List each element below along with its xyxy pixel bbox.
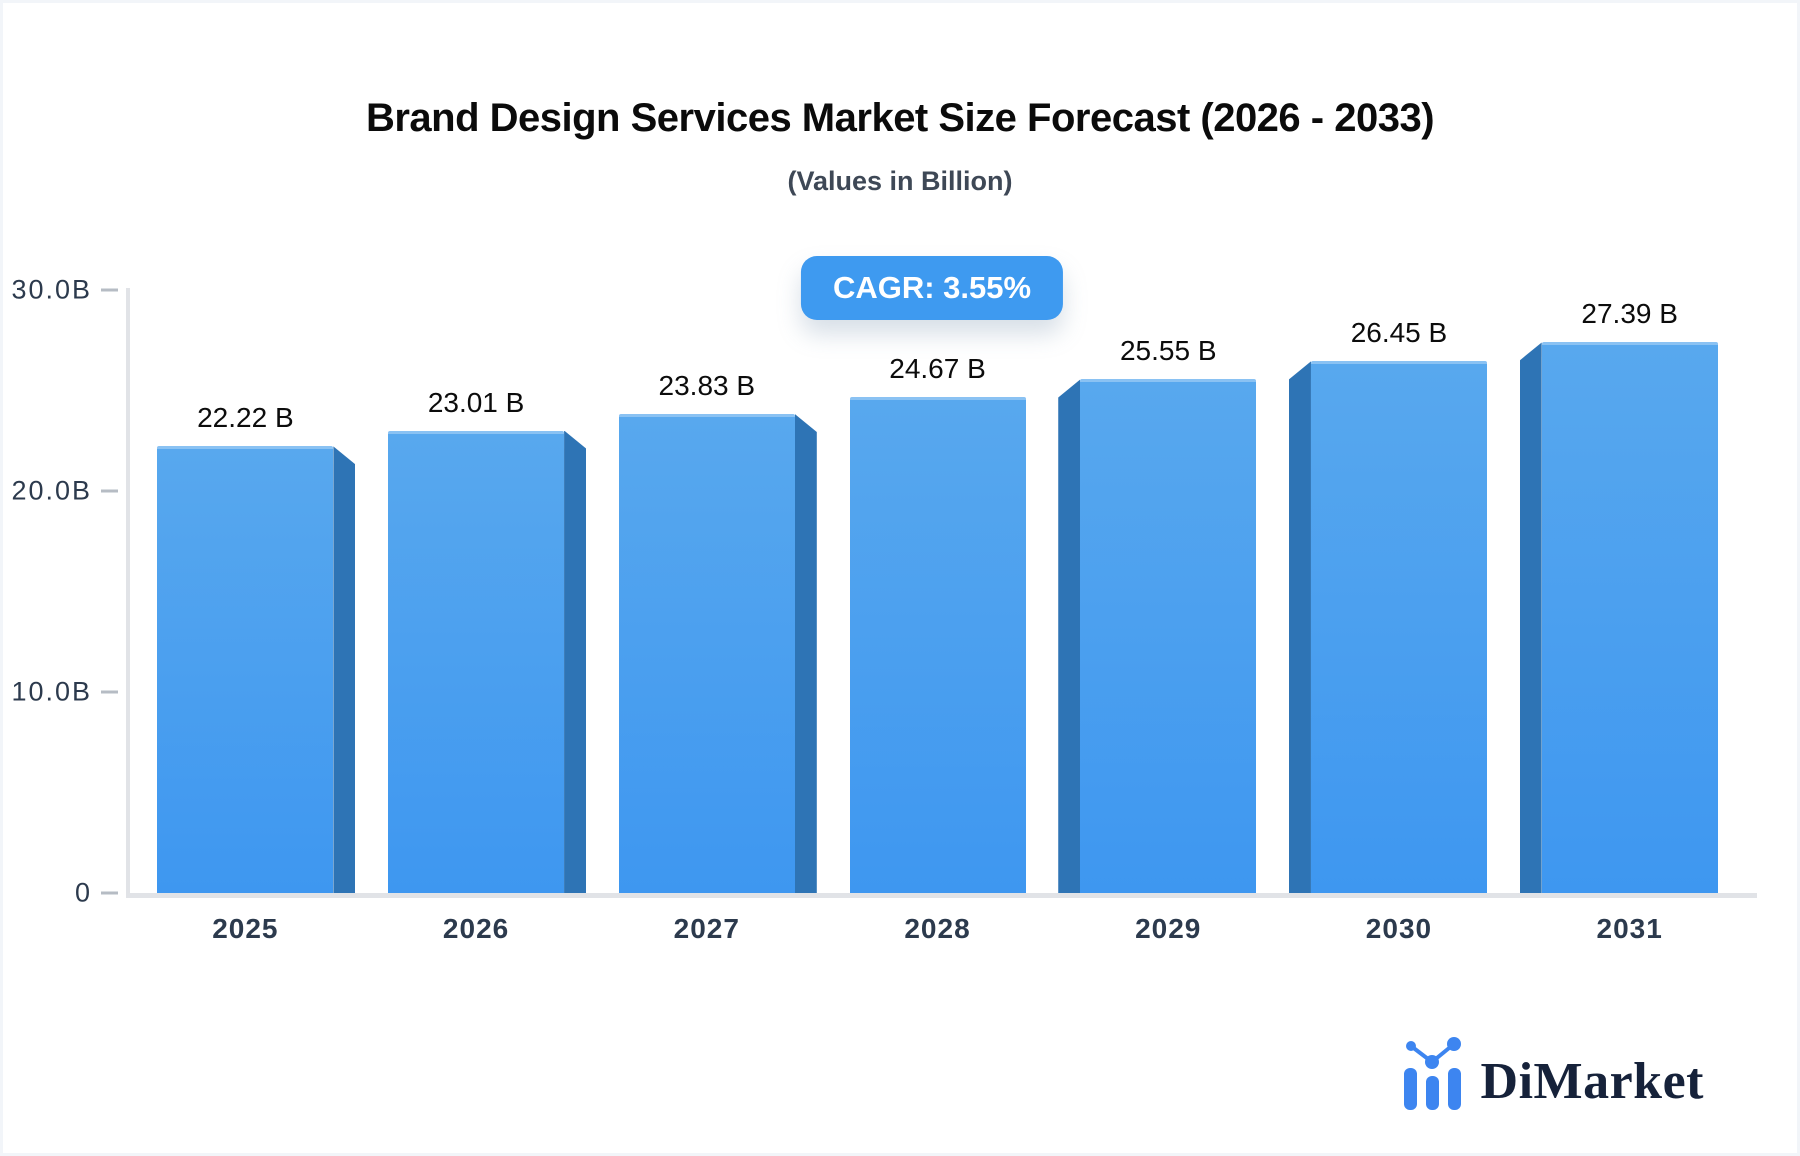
bar-3d-side (794, 414, 817, 893)
y-tick-label-10.0B: 10.0B (11, 676, 92, 707)
bar-2028 (849, 397, 1026, 893)
x-tick-label-2030: 2030 (1365, 913, 1433, 944)
plot-area: 22.22 B 23.01 B 23.83 B 24.67 B 25.55 B 26.45… (11, 275, 1757, 944)
x-tick-label-2026: 2026 (442, 913, 510, 944)
bar-value-label: 25.55 B (1119, 335, 1217, 367)
chart-subtitle: (Values in Billion) (787, 166, 1013, 196)
x-tick-label-2027: 2027 (673, 913, 740, 944)
bar-top-highlight (388, 430, 565, 434)
x-axis-labels: 2025 2026 2027 2028 2029 2030 2031 (130, 913, 1745, 945)
bar-group-2027: 23.83 B (591, 290, 822, 893)
bar-3d-side (564, 430, 587, 893)
y-tick-label-0: 0 (74, 877, 92, 908)
chart-title: Brand Design Services Market Size Foreca… (365, 96, 1435, 140)
bar-value-label: 24.67 B (889, 353, 986, 385)
bar-3d-side (1288, 361, 1311, 893)
bar-2027 (618, 414, 817, 893)
bar-top-highlight (1310, 361, 1487, 365)
x-tick-label-2028: 2028 (904, 913, 971, 944)
y-tick-mark (101, 489, 118, 493)
bar-value-label: 26.45 B (1350, 317, 1448, 349)
y-tick-label-20.0B: 20.0B (11, 475, 92, 506)
bar-top-highlight (157, 446, 334, 450)
bar-value-label: 22.22 B (197, 402, 294, 434)
bar-group-2026: 23.01 B (361, 290, 592, 893)
y-tick-label-30.0B: 30.0B (11, 274, 92, 305)
bar-value-label: 27.39 B (1581, 298, 1678, 330)
bar-2030 (1288, 361, 1487, 893)
bar-group-2028: 24.67 B (822, 290, 1053, 893)
bar-3d-side (1519, 342, 1542, 893)
bar-2026 (388, 430, 587, 893)
bar-2029 (1058, 379, 1257, 893)
bar-group-2031: 27.39 B (1514, 290, 1745, 893)
brand-logo: DiMarket (1401, 1036, 1704, 1112)
cagr-badge: CAGR: 3.55% (800, 256, 1064, 320)
bar-group-2025: 22.22 B (130, 290, 361, 893)
y-tick-mark (101, 288, 118, 292)
y-tick-mark (101, 690, 118, 694)
bar-value-label: 23.83 B (658, 370, 756, 402)
bar-group-2030: 26.45 B (1284, 290, 1515, 893)
bar-value-label: 23.01 B (427, 386, 525, 418)
x-axis-line (126, 893, 1757, 898)
bar-top-highlight (1080, 379, 1257, 383)
y-axis-line (126, 288, 130, 893)
x-tick-label-2029: 2029 (1135, 913, 1202, 944)
y-tick-mark (101, 891, 118, 895)
x-tick-label-2025: 2025 (212, 913, 279, 944)
bar-3d-side (1058, 379, 1081, 893)
bar-top-highlight (618, 414, 795, 418)
bar-chart-logo-icon (1403, 1037, 1461, 1110)
bar-2031 (1519, 342, 1718, 893)
bar-group-2029: 25.55 B (1053, 290, 1284, 893)
bar-top-highlight (1541, 342, 1718, 346)
brand-logo-text: DiMarket (1480, 1053, 1704, 1110)
bars-region: 22.22 B 23.01 B 23.83 B 24.67 B 25.55 B 26.45… (130, 290, 1745, 893)
x-tick-label-2031: 2031 (1596, 913, 1663, 944)
bar-3d-side (333, 446, 356, 893)
bar-top-highlight (849, 397, 1026, 401)
bar-2025 (157, 446, 356, 893)
